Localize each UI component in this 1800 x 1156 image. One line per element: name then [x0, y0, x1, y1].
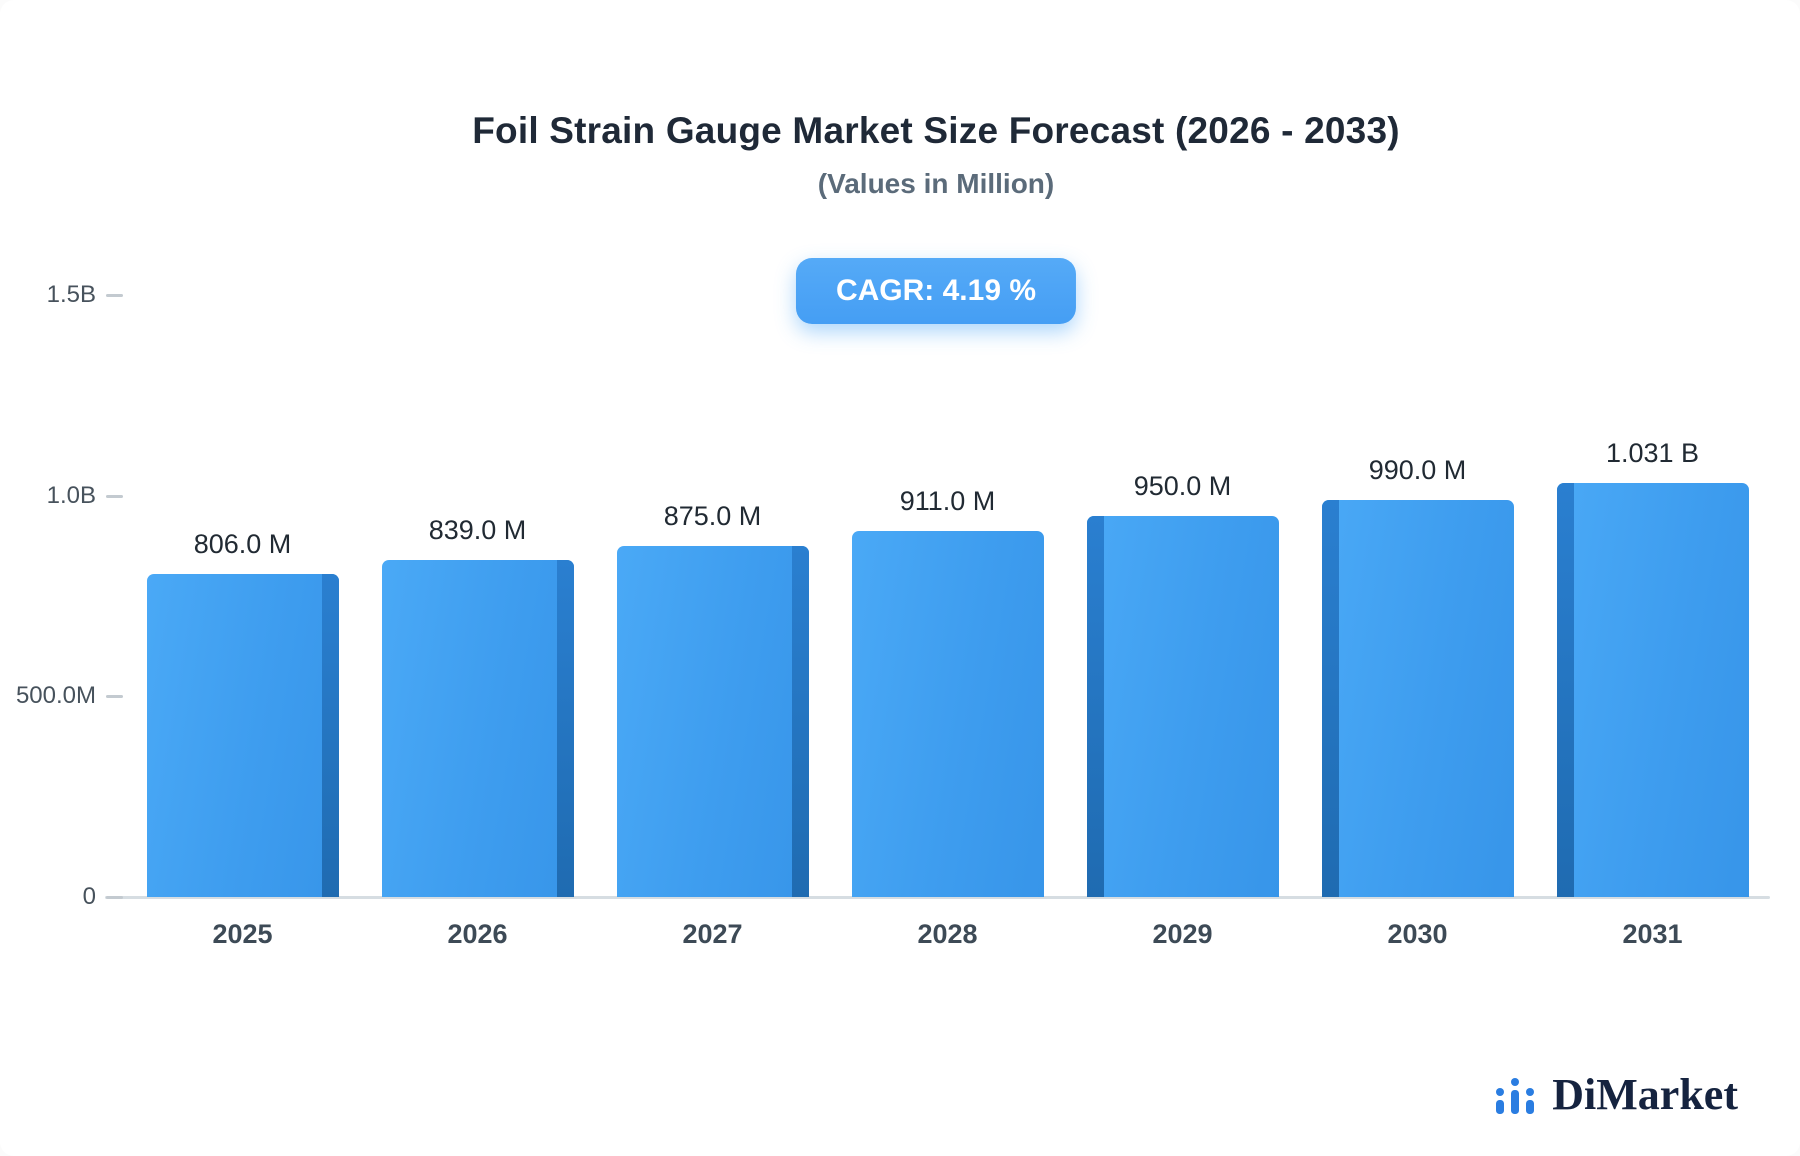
bar-side-face [1321, 499, 1339, 897]
x-axis-label: 2026 [447, 919, 508, 949]
bar-value-label: 1.031 B [1605, 438, 1700, 469]
bar-side-face [556, 560, 574, 897]
x-axis-line [105, 896, 1770, 899]
x-axis-label: 2025 [212, 919, 273, 949]
chart-title: Foil Strain Gauge Market Size Forecast (… [472, 110, 1400, 151]
bar-2025[interactable] [146, 573, 339, 897]
bar-slot-2029: 950.0 M [1086, 295, 1279, 897]
bar-slot-2027: 875.0 M [616, 295, 809, 897]
bar-value-label: 806.0 M [193, 528, 292, 559]
bar-value-label: 990.0 M [1368, 454, 1467, 485]
x-axis-label: 2031 [1622, 919, 1683, 949]
bar-value-label: 875.0 M [663, 500, 762, 531]
bar-side-face [791, 545, 809, 897]
y-axis-tick-mark [106, 896, 123, 899]
bar-side-face [1086, 515, 1104, 897]
brand-logo: DiMarket [1492, 1072, 1738, 1118]
y-axis-tick-label: 0 [82, 883, 96, 910]
cagr-badge: CAGR: 4.19 % [795, 258, 1077, 324]
bar-2030[interactable] [1321, 499, 1514, 897]
bar-slot-2026: 839.0 M [381, 295, 574, 897]
chart-subtitle: (Values in Million) [817, 168, 1055, 199]
bar-side-face [1556, 483, 1574, 897]
x-axis-label: 2030 [1387, 919, 1448, 949]
bar-slot-2028: 911.0 M [851, 295, 1044, 897]
dimarket-logo-icon [1496, 1078, 1535, 1114]
y-axis-tick-label: 1.0B [46, 481, 96, 509]
bar-slot-2025: 806.0 M [146, 295, 339, 897]
bar-slot-2030: 990.0 M [1321, 295, 1514, 897]
bar-2028[interactable] [851, 531, 1044, 897]
bar-value-label: 911.0 M [899, 486, 996, 517]
bar-side-face [321, 573, 339, 897]
cagr-label: CAGR: 4.19 % [835, 274, 1037, 307]
y-axis-tick-mark [106, 494, 123, 498]
bar-2029[interactable] [1086, 515, 1279, 897]
bar-2031[interactable] [1556, 483, 1749, 897]
x-axis-label: 2027 [682, 919, 743, 949]
bar-slot-2031: 1.031 B [1556, 295, 1749, 897]
plot-area: 1.5B 1.0B 500.0M 0 806.0 M 2025 839.0 M 2026 875… [16, 283, 1770, 949]
x-axis-label: 2029 [1152, 919, 1213, 949]
x-axis-label: 2028 [917, 919, 978, 949]
y-axis-tick-mark [106, 695, 123, 699]
y-axis-tick-mark [106, 294, 123, 297]
bar-value-label: 950.0 M [1133, 470, 1232, 501]
brand-name: DiMarket [1552, 1070, 1738, 1119]
bar-2027[interactable] [616, 545, 809, 897]
bar-2026[interactable] [381, 560, 574, 897]
bar-value-label: 839.0 M [428, 515, 527, 546]
y-axis-tick-label: 1.5B [46, 281, 96, 308]
y-axis-tick-label: 500.0M [15, 682, 96, 710]
